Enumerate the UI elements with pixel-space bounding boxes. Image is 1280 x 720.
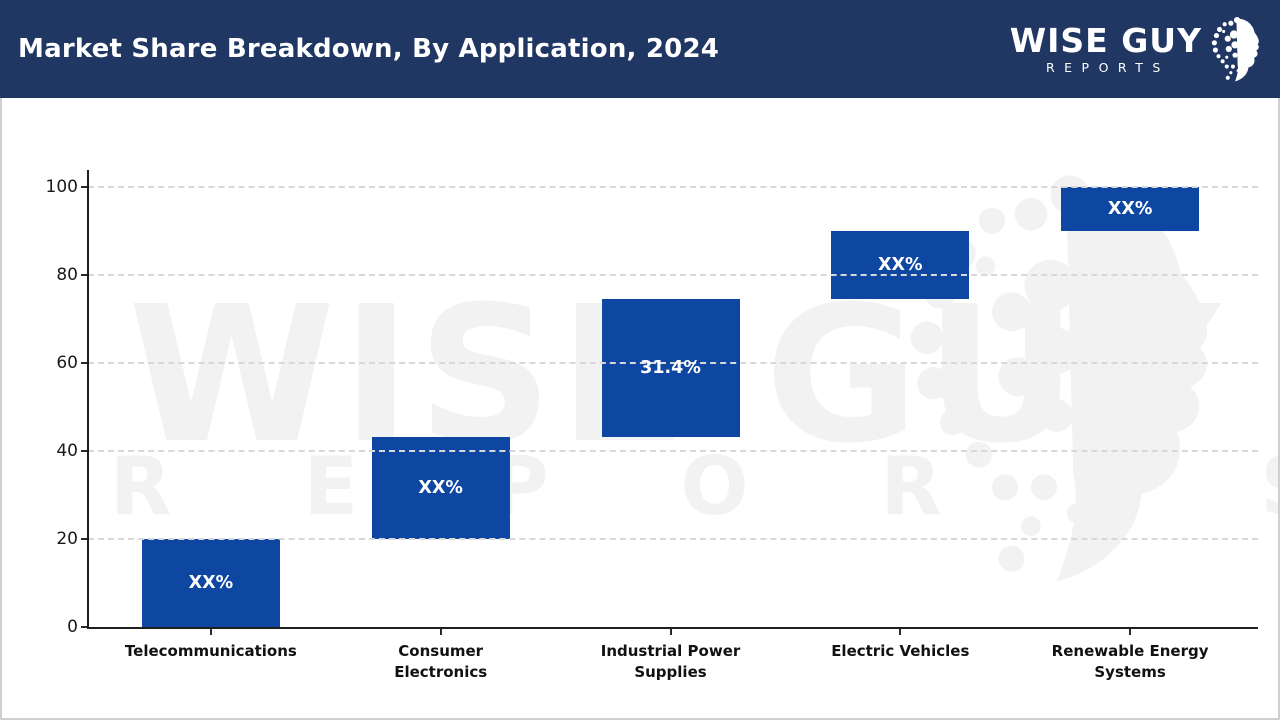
- brand-logo: WISE GUY REPORTS: [1010, 16, 1266, 83]
- x-tick-mark: [899, 629, 902, 635]
- x-category-label: Industrial Power Supplies: [600, 642, 741, 681]
- y-tick-label: 20: [56, 529, 78, 549]
- waterfall-bar: [141, 539, 280, 627]
- plot-layer: XX% XX% 31.4% XX% XX% 0 20 40 60 80 100 Telecommuni…: [0, 98, 1280, 720]
- y-tick-mark: [81, 362, 88, 364]
- gridline: [88, 538, 1258, 540]
- x-tick-mark: [669, 629, 672, 635]
- bar-value-label: XX%: [188, 573, 234, 593]
- waterfall-bar: [371, 436, 510, 539]
- bar-value-label: XX%: [418, 477, 463, 498]
- gridline: [88, 450, 1258, 452]
- gridline: [88, 362, 1258, 364]
- x-tick-mark: [1129, 629, 1132, 635]
- gridline: [88, 186, 1258, 188]
- x-category-label: Renewable Energy Systems: [1051, 642, 1209, 681]
- y-tick-mark: [81, 186, 88, 188]
- y-tick-label: 0: [67, 617, 78, 637]
- y-tick-label: 60: [56, 353, 78, 373]
- x-category-label: Telecommunications: [124, 642, 297, 660]
- bar-value-label: 31.4%: [640, 357, 701, 378]
- x-tick-mark: [209, 629, 212, 635]
- x-axis-line: [88, 627, 1258, 629]
- y-tick-mark: [81, 274, 88, 276]
- chart-title: Market Share Breakdown, By Application, …: [18, 34, 720, 64]
- chart-area: WISE GUY R E P O R T S XX% XX% 31.4% XX% XX%…: [0, 98, 1280, 720]
- x-tick-mark: [439, 629, 442, 635]
- x-category-label: Electric Vehicles: [831, 642, 970, 660]
- bar-value-label: XX%: [1107, 199, 1153, 219]
- y-tick-label: 80: [56, 265, 78, 285]
- brand-subtitle: REPORTS: [1045, 59, 1170, 75]
- gridline: [88, 274, 1258, 276]
- waterfall-bar: [831, 231, 970, 299]
- brand-logo-text: WISE GUY REPORTS: [1010, 24, 1202, 75]
- y-tick-label: 100: [45, 177, 78, 197]
- bar-value-label: XX%: [878, 254, 923, 275]
- wise-guy-face-icon: [1211, 16, 1259, 81]
- y-tick-mark: [81, 626, 88, 628]
- waterfall-bar: [1061, 187, 1200, 231]
- waterfall-bar: [601, 298, 740, 437]
- y-tick-label: 40: [56, 441, 78, 461]
- x-category-label: Consumer Electronics: [394, 642, 488, 681]
- y-tick-mark: [81, 450, 88, 452]
- header-band: Market Share Breakdown, By Application, …: [0, 0, 1280, 98]
- y-tick-mark: [81, 538, 88, 540]
- y-axis-line: [87, 170, 89, 629]
- brand-name: WISE GUY: [1009, 20, 1202, 60]
